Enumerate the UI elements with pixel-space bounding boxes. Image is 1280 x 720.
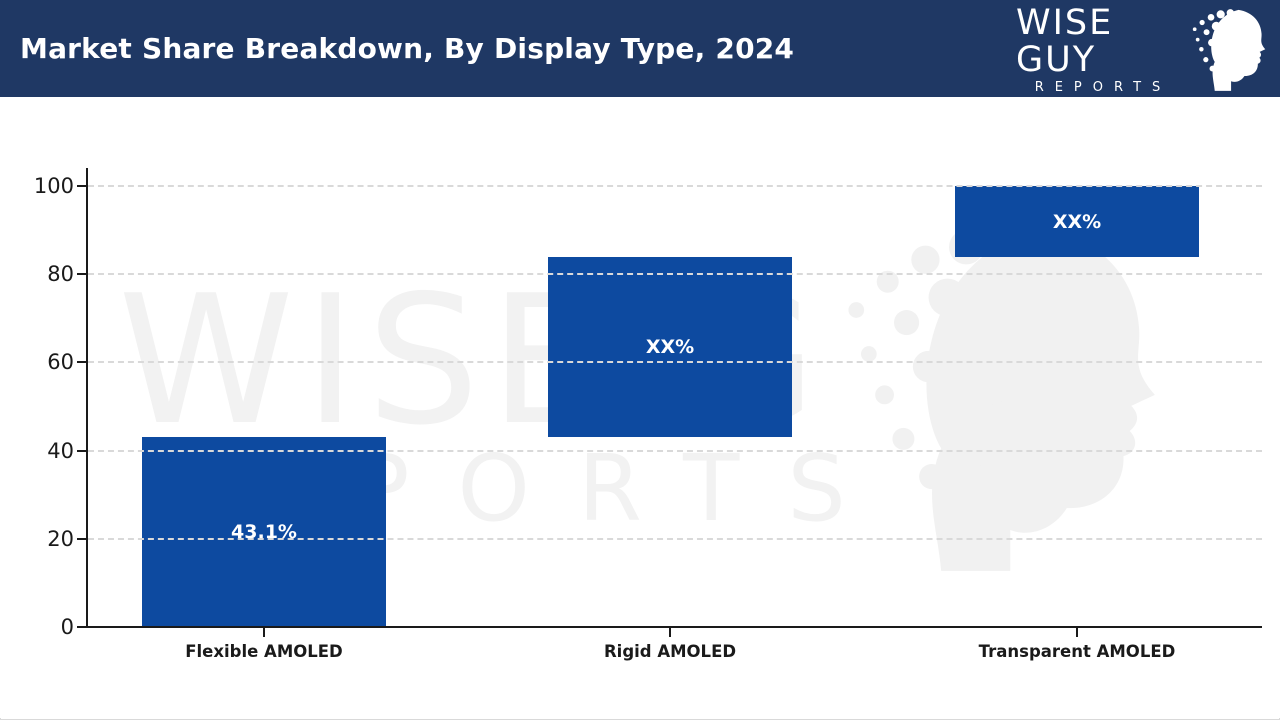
y-tick-label-100: 100 (33, 174, 74, 198)
y-tick-80 (77, 273, 86, 276)
y-tick-60 (77, 361, 86, 364)
y-tick-label-20: 20 (47, 526, 74, 551)
x-axis-line (86, 626, 1262, 628)
brand-name: WISE GUY (1016, 2, 1114, 80)
x-category-label-0: Flexible AMOLED (185, 642, 343, 661)
page-title: Market Share Breakdown, By Display Type,… (20, 32, 795, 65)
dotted-face-profile-icon (1192, 9, 1266, 91)
gridline-40 (88, 449, 1262, 452)
x-tick-2 (1076, 628, 1078, 637)
brand-subname: REPORTS (1034, 80, 1172, 96)
y-tick-label-0: 0 (60, 615, 74, 639)
y-tick-label-60: 60 (47, 350, 74, 375)
gridline-20 (88, 537, 1262, 540)
bar-value-label-1: XX% (645, 335, 695, 358)
watermark-dotted-face-icon (848, 225, 1155, 571)
brand-logo: WISE GUY REPORTS (1016, 2, 1266, 96)
gridline-60 (88, 361, 1262, 364)
x-tick-0 (263, 628, 265, 637)
header-bar: Market Share Breakdown, By Display Type,… (0, 0, 1280, 97)
bar-1 (548, 257, 792, 437)
chart-area: WISE G Y REPORTS 0 20 40 60 80 100 43.1% XX% XX%… (0, 97, 1280, 718)
y-tick-label-40: 40 (47, 438, 74, 463)
bar-value-label-0: 43.1% (231, 520, 297, 543)
y-tick-100 (77, 185, 86, 187)
x-tick-1 (669, 628, 671, 637)
y-tick-0 (77, 626, 86, 628)
x-category-label-2: Transparent AMOLED (978, 642, 1176, 661)
y-tick-40 (77, 449, 86, 452)
y-tick-label-80: 80 (47, 262, 74, 287)
bar-value-label-2: XX% (1052, 210, 1102, 233)
gridline-80 (88, 273, 1262, 276)
gridline-100 (88, 185, 1262, 187)
y-tick-20 (77, 537, 86, 540)
brand-logo-text: WISE GUY REPORTS (1016, 2, 1184, 96)
bar-0 (142, 436, 386, 627)
y-axis-line (86, 168, 88, 628)
x-category-label-1: Rigid AMOLED (603, 642, 737, 661)
